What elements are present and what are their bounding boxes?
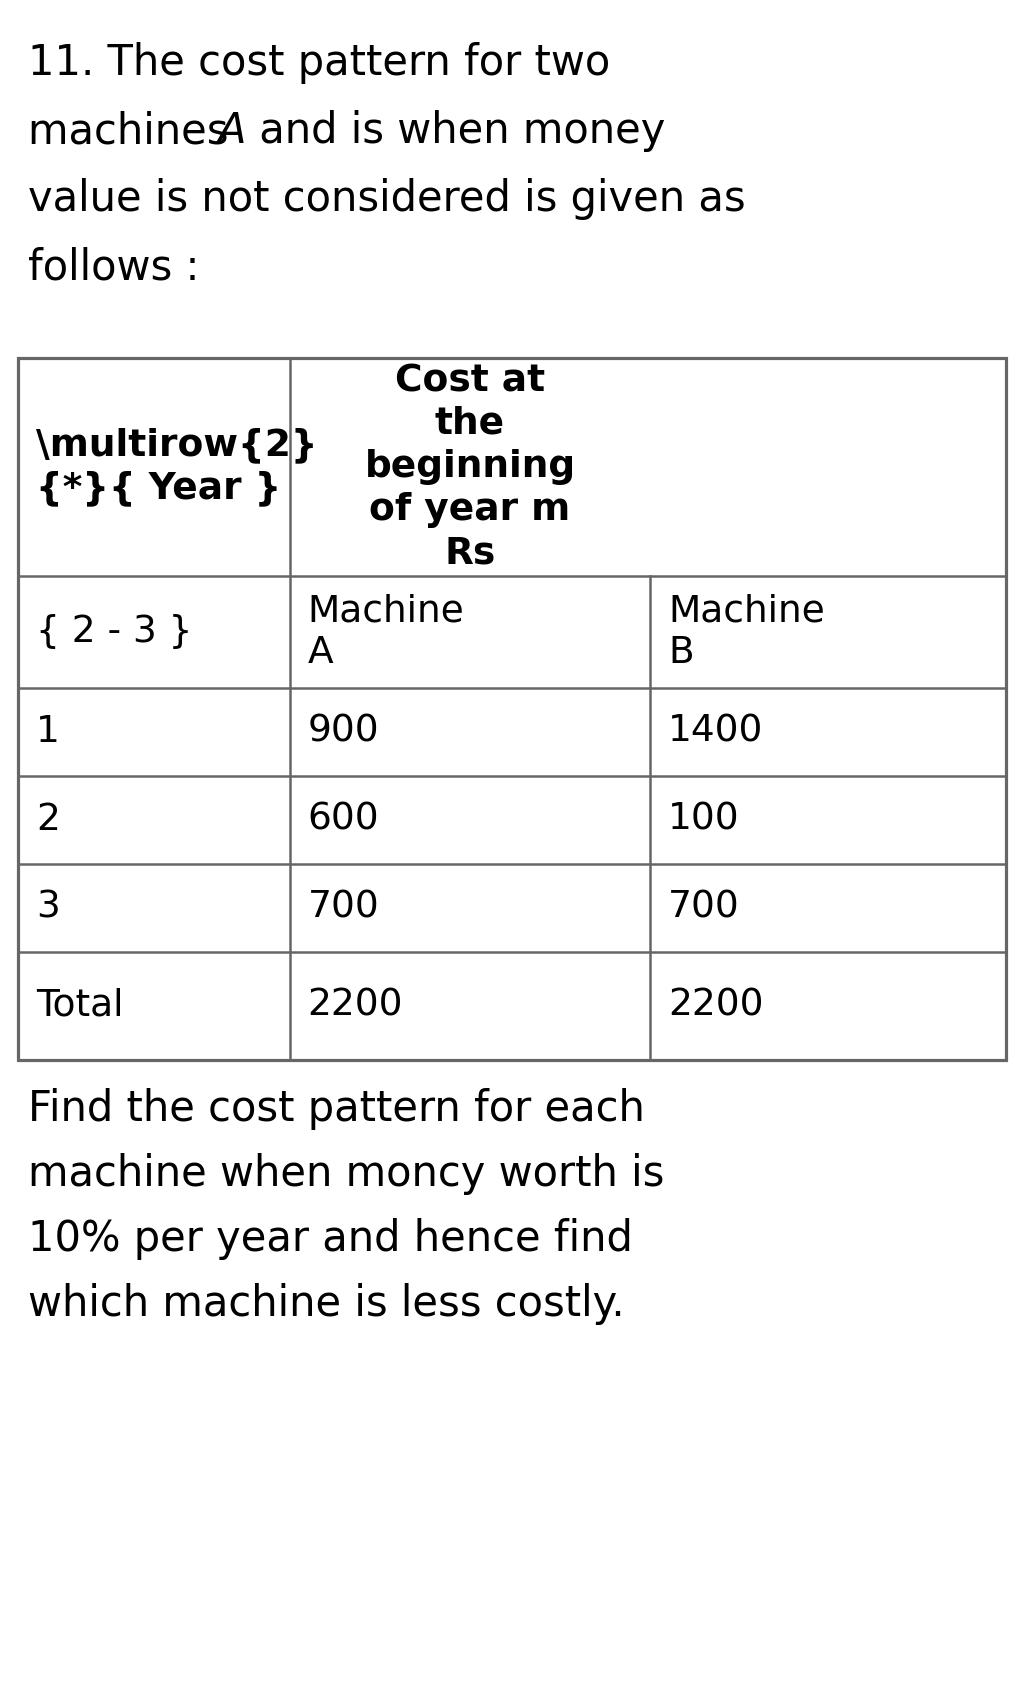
Text: follows :: follows : [28, 247, 200, 288]
Text: 700: 700 [669, 890, 740, 926]
Text: machine when moncy worth is: machine when moncy worth is [28, 1152, 665, 1195]
Text: 3: 3 [36, 890, 59, 926]
Text: 2200: 2200 [307, 987, 403, 1025]
Text: Machine
A: Machine A [307, 594, 465, 671]
Text: $\mathit{A}$: $\mathit{A}$ [215, 111, 245, 151]
Text: 700: 700 [307, 890, 380, 926]
Text: 2: 2 [36, 802, 59, 837]
Text: 10% per year and hence find: 10% per year and hence find [28, 1219, 633, 1259]
Text: { 2 - 3 }: { 2 - 3 } [36, 614, 193, 650]
Text: 900: 900 [307, 715, 379, 751]
Text: \multirow{2}
{*}{ Year }: \multirow{2} {*}{ Year } [36, 427, 317, 507]
Text: Cost at
the
beginning
of year m
Rs: Cost at the beginning of year m Rs [365, 363, 575, 570]
Text: Find the cost pattern for each: Find the cost pattern for each [28, 1088, 645, 1130]
Text: 1400: 1400 [669, 715, 764, 751]
Text: Total: Total [36, 987, 124, 1025]
Text: 2200: 2200 [669, 987, 764, 1025]
Text: 600: 600 [307, 802, 379, 837]
Text: and is when money: and is when money [246, 111, 666, 151]
Text: 1: 1 [36, 715, 59, 751]
Text: value is not considered is given as: value is not considered is given as [28, 179, 745, 220]
Text: Machine
B: Machine B [669, 594, 825, 671]
Text: 100: 100 [669, 802, 740, 837]
Text: 11. The cost pattern for two: 11. The cost pattern for two [28, 43, 610, 83]
Text: which machine is less costly.: which machine is less costly. [28, 1283, 625, 1324]
Text: machines: machines [28, 111, 242, 151]
